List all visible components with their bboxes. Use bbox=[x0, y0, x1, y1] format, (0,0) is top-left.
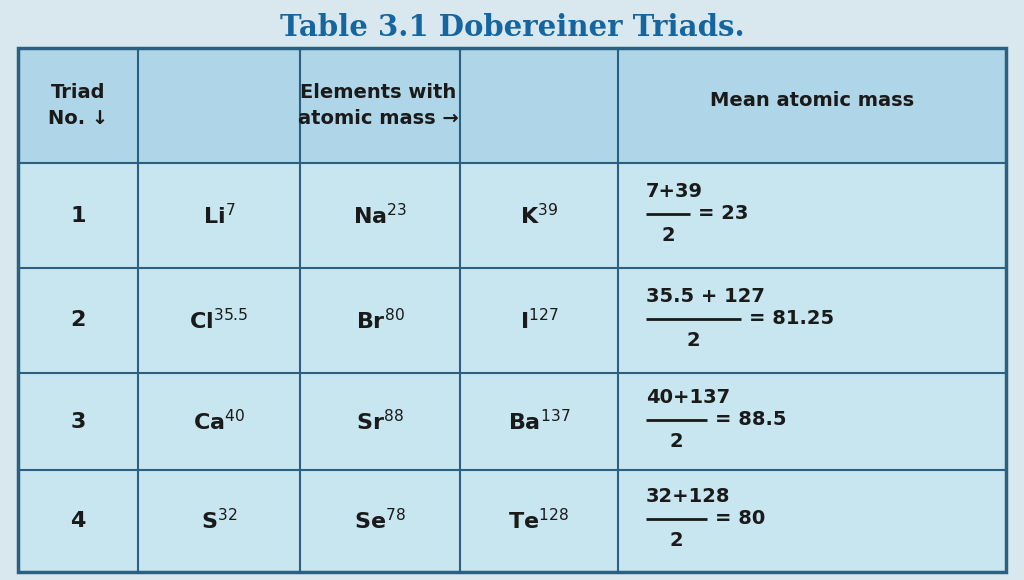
Text: 3: 3 bbox=[71, 411, 86, 432]
Bar bbox=[138, 163, 300, 268]
Bar bbox=[18, 268, 138, 373]
Bar bbox=[460, 163, 618, 268]
Text: Se$^{78}$: Se$^{78}$ bbox=[354, 509, 406, 534]
Text: = 88.5: = 88.5 bbox=[715, 410, 786, 429]
Text: Elements with
atomic mass →: Elements with atomic mass → bbox=[298, 83, 459, 128]
Text: K$^{39}$: K$^{39}$ bbox=[520, 203, 558, 228]
Bar bbox=[300, 49, 460, 162]
Text: I$^{127}$: I$^{127}$ bbox=[519, 308, 558, 333]
Text: 7+39: 7+39 bbox=[646, 182, 703, 201]
Text: 2: 2 bbox=[687, 331, 700, 350]
Bar bbox=[618, 48, 1006, 163]
Bar bbox=[618, 268, 1006, 373]
Bar bbox=[138, 373, 300, 470]
Bar bbox=[18, 163, 138, 268]
Text: S$^{32}$: S$^{32}$ bbox=[201, 509, 238, 534]
Bar bbox=[138, 49, 299, 162]
Bar bbox=[300, 470, 460, 572]
Bar bbox=[618, 470, 1006, 572]
Text: 2: 2 bbox=[71, 310, 86, 331]
Bar bbox=[460, 470, 618, 572]
Text: Ba$^{137}$: Ba$^{137}$ bbox=[508, 409, 570, 434]
Text: Na$^{23}$: Na$^{23}$ bbox=[353, 203, 408, 228]
Bar bbox=[138, 268, 300, 373]
Bar bbox=[138, 48, 618, 163]
Bar bbox=[460, 373, 618, 470]
Bar bbox=[618, 373, 1006, 470]
Text: = 80: = 80 bbox=[715, 509, 765, 528]
Text: Sr$^{88}$: Sr$^{88}$ bbox=[356, 409, 403, 434]
Text: Ca$^{40}$: Ca$^{40}$ bbox=[193, 409, 245, 434]
Text: = 81.25: = 81.25 bbox=[749, 309, 835, 328]
Text: 1: 1 bbox=[71, 205, 86, 226]
Bar bbox=[18, 470, 138, 572]
Text: 2: 2 bbox=[662, 226, 675, 245]
Text: = 23: = 23 bbox=[698, 204, 749, 223]
Text: 40+137: 40+137 bbox=[646, 388, 730, 407]
Text: 2: 2 bbox=[670, 531, 683, 550]
Text: Mean atomic mass: Mean atomic mass bbox=[710, 91, 914, 110]
Text: 32+128: 32+128 bbox=[646, 488, 730, 506]
Bar bbox=[300, 373, 460, 470]
Text: 2: 2 bbox=[670, 432, 683, 451]
Bar bbox=[461, 49, 617, 162]
Bar bbox=[18, 373, 138, 470]
Bar bbox=[138, 470, 300, 572]
Text: Triad
No. ↓: Triad No. ↓ bbox=[48, 83, 109, 128]
Text: 35.5 + 127: 35.5 + 127 bbox=[646, 287, 765, 306]
Bar bbox=[18, 48, 138, 163]
Text: Br$^{80}$: Br$^{80}$ bbox=[355, 308, 404, 333]
Text: Cl$^{35.5}$: Cl$^{35.5}$ bbox=[189, 308, 249, 333]
Text: Li$^7$: Li$^7$ bbox=[203, 203, 236, 228]
Text: Table 3.1 Dobereiner Triads.: Table 3.1 Dobereiner Triads. bbox=[280, 13, 744, 42]
Bar bbox=[460, 268, 618, 373]
Text: Te$^{128}$: Te$^{128}$ bbox=[509, 509, 569, 534]
Bar bbox=[300, 163, 460, 268]
Bar bbox=[618, 163, 1006, 268]
Bar bbox=[300, 268, 460, 373]
Text: 4: 4 bbox=[71, 511, 86, 531]
